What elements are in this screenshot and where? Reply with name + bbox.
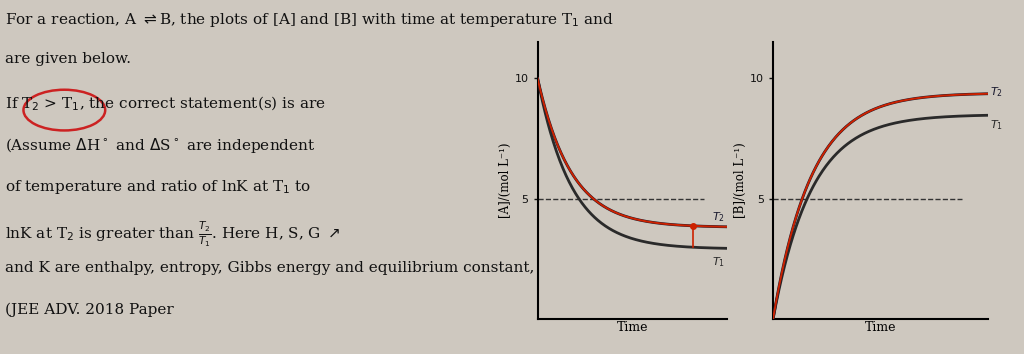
Text: For a reaction, A $\rightleftharpoons$B, the plots of [A] and [B] with time at t: For a reaction, A $\rightleftharpoons$B,…	[5, 11, 614, 29]
Text: and K are enthalpy, entropy, Gibbs energy and equilibrium constant, respective: and K are enthalpy, entropy, Gibbs energ…	[5, 261, 620, 275]
Y-axis label: [B]/(mol L⁻¹): [B]/(mol L⁻¹)	[734, 143, 748, 218]
Text: (JEE ADV. 2018 Paper: (JEE ADV. 2018 Paper	[5, 303, 174, 318]
Text: $T_2$: $T_2$	[713, 210, 725, 224]
Y-axis label: [A]/(mol L⁻¹): [A]/(mol L⁻¹)	[499, 143, 512, 218]
Text: are given below.: are given below.	[5, 52, 131, 67]
Text: (Assume $\Delta$H$^\circ$ and $\Delta$S$^\circ$ are independent: (Assume $\Delta$H$^\circ$ and $\Delta$S$…	[5, 136, 315, 155]
Text: $T_2$: $T_2$	[990, 85, 1004, 99]
Text: of temperature and ratio of lnK at T$_1$ to: of temperature and ratio of lnK at T$_1$…	[5, 178, 311, 196]
Text: $T_1$: $T_1$	[990, 119, 1004, 132]
X-axis label: Time: Time	[865, 321, 896, 335]
Text: If T$_2$ > T$_1$, the correct statement(s) is are: If T$_2$ > T$_1$, the correct statement(…	[5, 94, 326, 113]
X-axis label: Time: Time	[616, 321, 648, 335]
Text: $T_1$: $T_1$	[712, 255, 725, 269]
Text: lnK at T$_2$ is greater than $\frac{T_2}{T_1}$. Here H, S, G $\nearrow$: lnK at T$_2$ is greater than $\frac{T_2}…	[5, 219, 341, 249]
